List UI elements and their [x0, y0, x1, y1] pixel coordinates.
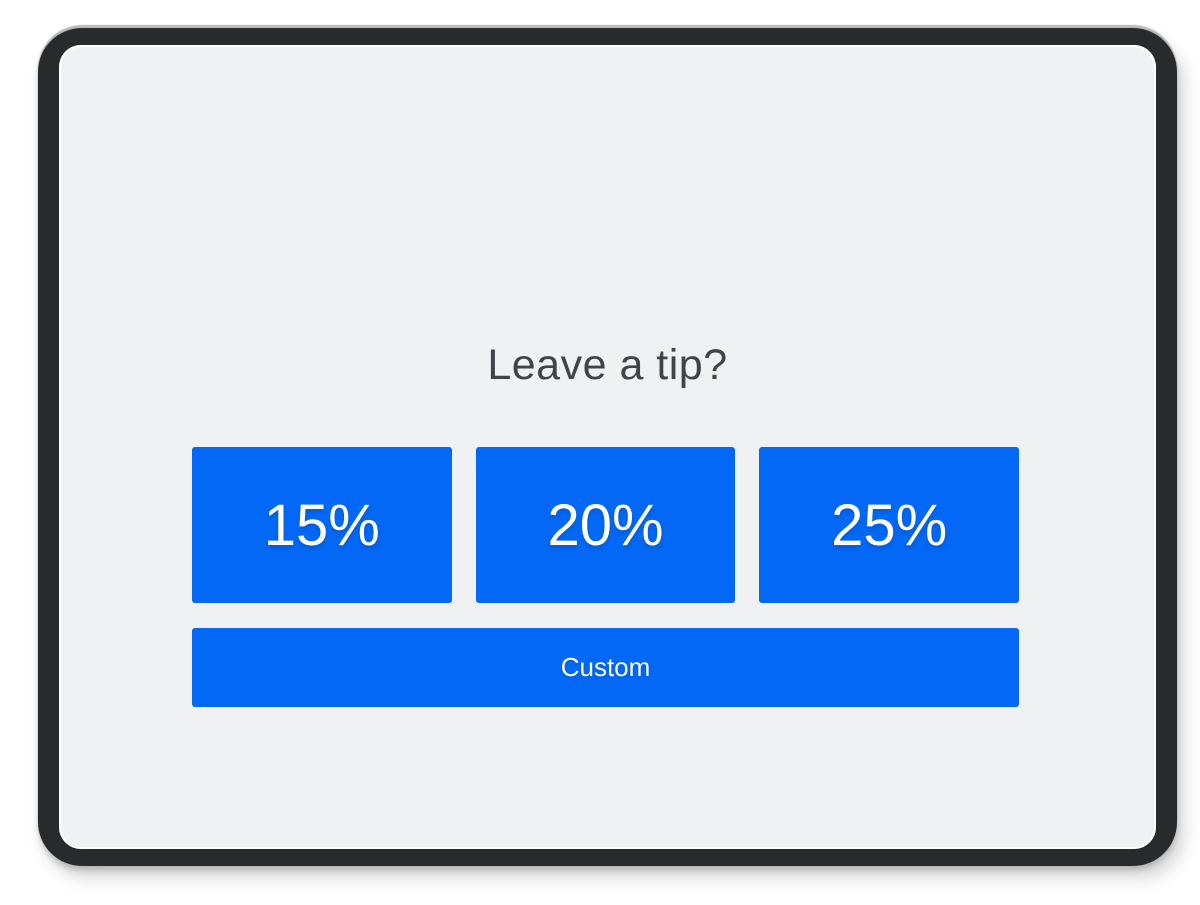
- tablet-screen: Leave a tip? 15% 20% 25% Custom: [59, 45, 1156, 849]
- tip-15-button[interactable]: 15%: [192, 447, 452, 603]
- page-title: Leave a tip?: [487, 341, 728, 389]
- tip-20-button[interactable]: 20%: [475, 447, 736, 603]
- tip-options-row: 15% 20% 25%: [192, 447, 1020, 603]
- custom-tip-button[interactable]: Custom: [192, 628, 1019, 707]
- tablet-frame: Leave a tip? 15% 20% 25% Custom: [38, 28, 1177, 866]
- tip-25-button[interactable]: 25%: [759, 447, 1020, 603]
